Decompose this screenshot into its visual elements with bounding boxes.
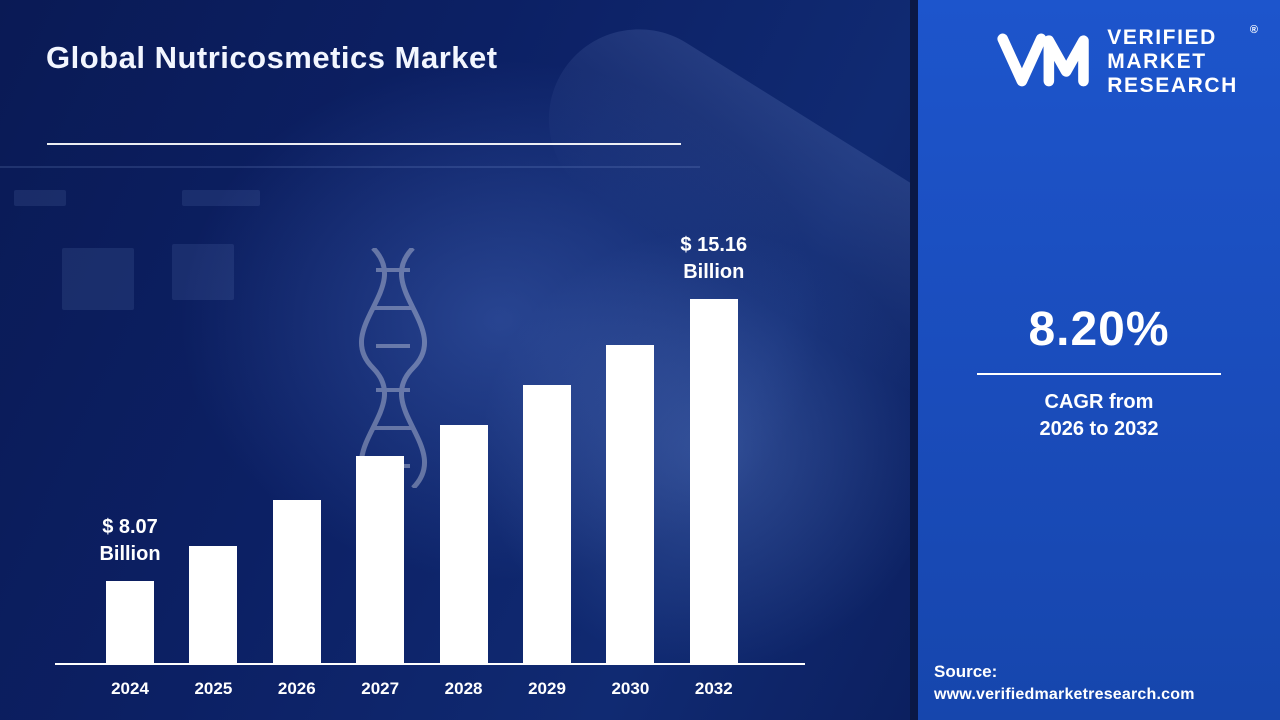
bar-chart: 2024 2025 2026 2027 2028 2029 2030 2032 $ 8.07 Bi… — [55, 0, 805, 698]
bar-year-label: 2030 — [611, 679, 650, 698]
cagr-label-line1: CAGR from — [1044, 391, 1154, 413]
vmr-monogram-icon — [997, 33, 1089, 87]
cagr-value: 8.20% — [1028, 303, 1170, 356]
bar-year-label: 2026 — [277, 679, 316, 698]
source-label: Source: — [934, 662, 998, 681]
cagr-block: 8.20% CAGR from 2026 to 2032 — [918, 302, 1280, 443]
registered-mark: ® — [1249, 24, 1258, 36]
bar — [189, 546, 238, 663]
bar-year-label: 2028 — [444, 679, 483, 698]
background-shape — [62, 248, 134, 310]
brand-line: RESEARCH — [1107, 73, 1238, 97]
brand-name: VERIFIED MARKET RESEARCH — [1107, 26, 1238, 98]
bar-value-label: $ 8.07 Billion — [99, 515, 161, 566]
background-shape — [14, 190, 66, 206]
source-url: www.verifiedmarketresearch.com — [934, 686, 1195, 703]
cagr-divider — [977, 373, 1221, 375]
background-shape — [182, 190, 260, 206]
cagr-label-line2: 2026 to 2032 — [1039, 418, 1159, 440]
bar — [523, 385, 571, 663]
sidebar: VERIFIED MARKET RESEARCH ® 8.20% CAGR fr… — [910, 0, 1280, 720]
source-block: Source: www.verifiedmarketresearch.com — [934, 662, 1195, 704]
chart-panel: Global Nutricosmetics Market 2024 2025 202… — [0, 0, 910, 720]
brand-logo: VERIFIED MARKET RESEARCH ® — [995, 24, 1258, 98]
bar-year-label: 2025 — [194, 679, 233, 698]
background-shape — [172, 244, 234, 300]
brand-line: VERIFIED — [1107, 26, 1217, 49]
bar-year-label: 2027 — [361, 679, 400, 698]
bar — [272, 500, 321, 663]
bar — [606, 345, 655, 663]
bar-year-label: 2029 — [528, 679, 566, 698]
bar-value-label: $ 15.16 Billion — [680, 233, 748, 284]
background-line — [0, 166, 700, 168]
bar — [356, 456, 405, 663]
bar-year-label: 2032 — [694, 679, 733, 698]
cagr-label: CAGR from 2026 to 2032 — [918, 389, 1280, 443]
brand-line: MARKET — [1107, 49, 1207, 73]
bar — [439, 425, 488, 663]
bar — [106, 581, 154, 663]
page-title: Global Nutricosmetics Market — [46, 40, 498, 75]
title-underline — [47, 143, 681, 145]
bar — [689, 299, 738, 663]
bar-year-label: 2024 — [111, 679, 149, 698]
